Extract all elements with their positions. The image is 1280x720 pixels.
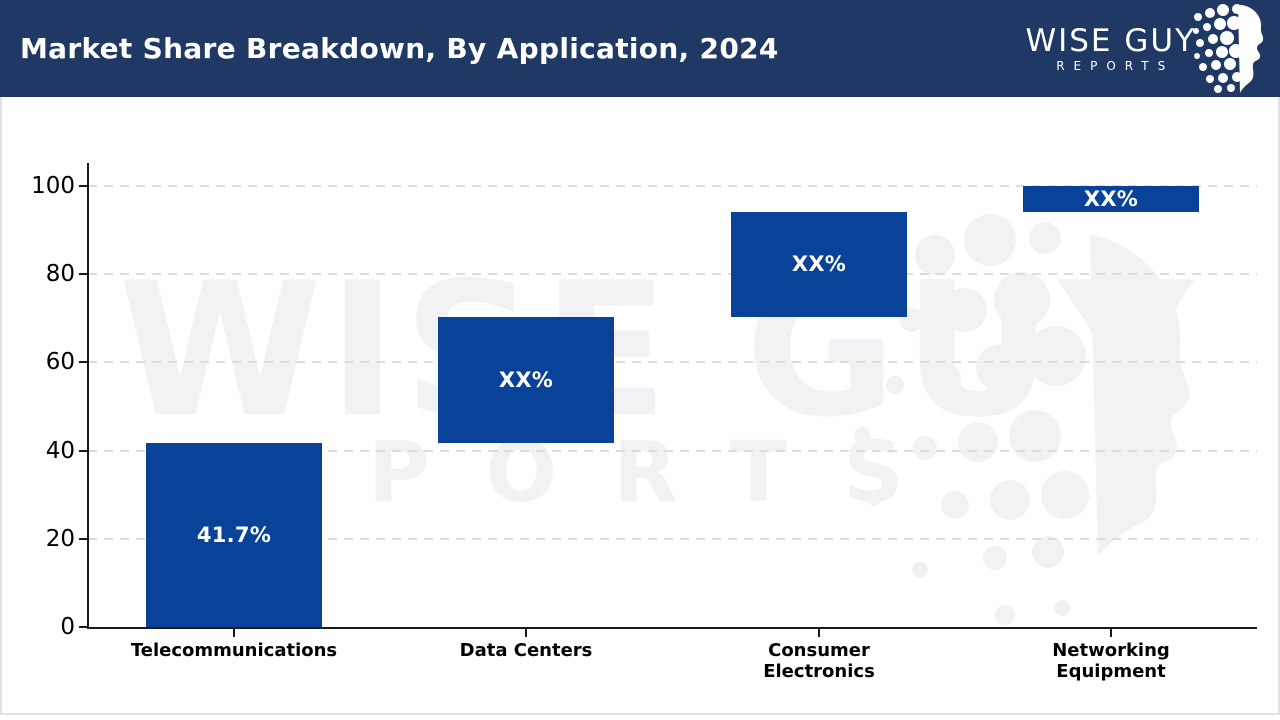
- y-tick-label: 20: [45, 525, 75, 552]
- y-tick: [79, 361, 87, 364]
- y-tick: [79, 537, 87, 540]
- gridline: [88, 185, 1257, 187]
- bar-value-label: 41.7%: [196, 523, 272, 548]
- category-label: Consumer Electronics: [763, 640, 875, 682]
- bar: XX%: [438, 316, 614, 444]
- logo-subtitle: REPORTS: [1056, 58, 1175, 73]
- y-tick-label: 0: [60, 614, 75, 640]
- logo-face-icon: [1193, 3, 1264, 93]
- bar: 41.7%: [146, 443, 322, 627]
- category-label: Data Centers: [459, 640, 593, 661]
- bar: XX%: [1023, 186, 1199, 213]
- header: Market Share Breakdown, By Application, …: [0, 0, 1280, 97]
- y-tick: [79, 449, 87, 452]
- logo-wordmark: WISE GUY: [1025, 22, 1196, 59]
- y-tick: [79, 626, 87, 628]
- y-tick-label: 100: [31, 173, 75, 199]
- y-tick-label: 80: [45, 261, 75, 288]
- gridline: [88, 449, 1257, 452]
- bar-value-label: XX%: [791, 252, 847, 277]
- x-axis: [87, 627, 1257, 629]
- gridline: [88, 361, 1257, 364]
- y-axis: [87, 163, 89, 629]
- y-tick-label: 60: [45, 349, 75, 376]
- x-tick: [1110, 629, 1112, 637]
- y-tick: [79, 185, 87, 187]
- bar-value-label: XX%: [498, 367, 554, 392]
- category-label: Telecommunications: [130, 640, 338, 661]
- category-label: Networking Equipment: [1052, 640, 1170, 682]
- x-tick: [818, 629, 820, 637]
- chart-area: [0, 97, 1280, 715]
- y-tick: [79, 273, 87, 276]
- logo: WISE GUY REPORTS: [1025, 3, 1266, 95]
- y-tick-label: 40: [45, 437, 75, 464]
- page-title: Market Share Breakdown, By Application, …: [20, 32, 779, 65]
- bar: XX%: [731, 212, 907, 317]
- bar-value-label: XX%: [1083, 187, 1139, 211]
- logo-text: WISE GUY REPORTS: [1025, 22, 1196, 73]
- x-tick: [233, 629, 235, 637]
- gridline: [88, 273, 1257, 276]
- x-tick: [525, 629, 527, 637]
- gridline: [88, 537, 1257, 540]
